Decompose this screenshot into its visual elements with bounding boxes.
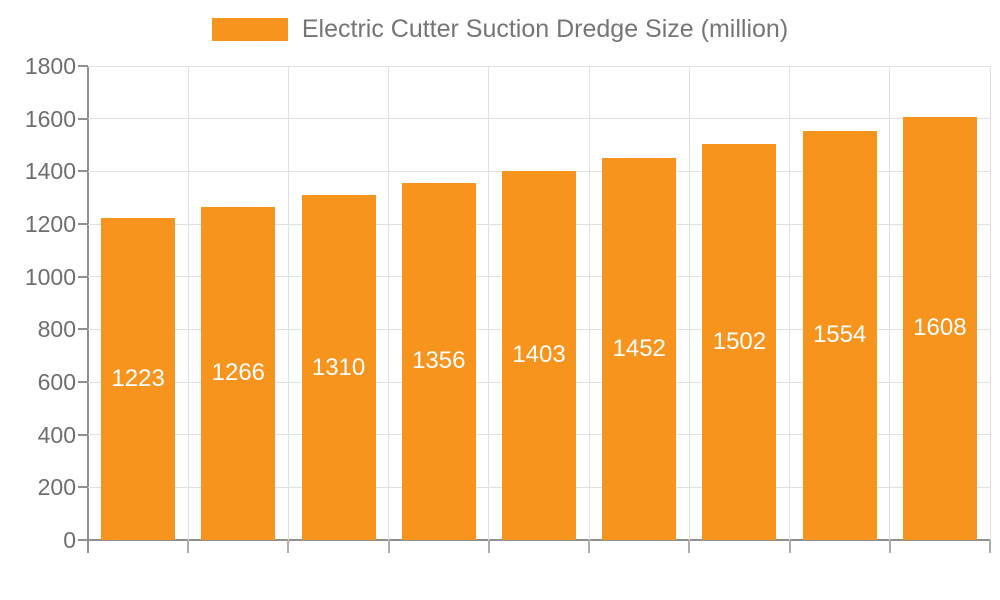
y-axis-tick xyxy=(78,328,88,331)
x-axis-tick xyxy=(588,540,591,553)
y-axis-tick xyxy=(78,117,88,120)
gridline-vertical xyxy=(889,66,891,540)
bar-value-label: 1608 xyxy=(913,314,967,342)
y-axis-tick xyxy=(78,486,88,489)
x-axis-tick xyxy=(87,540,89,553)
y-axis-label: 600 xyxy=(37,369,76,395)
bar-value-label: 1403 xyxy=(512,341,566,369)
x-axis-tick xyxy=(989,540,991,553)
y-axis-label: 1200 xyxy=(24,211,76,237)
gridline-horizontal xyxy=(88,65,990,67)
y-axis-tick xyxy=(78,381,88,383)
x-axis-tick xyxy=(888,540,891,553)
gridline-vertical xyxy=(989,66,991,540)
y-axis-label: 1000 xyxy=(24,263,76,290)
y-axis-label: 1600 xyxy=(24,105,76,132)
x-axis-tick xyxy=(487,540,490,553)
x-axis-tick xyxy=(688,540,691,553)
bar-value-label: 1554 xyxy=(812,321,867,349)
y-axis-label: 400 xyxy=(37,421,76,448)
y-axis-label: 800 xyxy=(37,316,76,343)
y-axis-label: 1400 xyxy=(24,158,76,185)
x-axis-tick xyxy=(788,540,791,553)
bar xyxy=(602,157,677,540)
legend-label: Electric Cutter Suction Dredge Size (mil… xyxy=(301,15,789,43)
legend-swatch xyxy=(211,17,288,41)
bar xyxy=(201,206,276,540)
gridline-vertical xyxy=(187,66,189,540)
y-axis-tick xyxy=(78,275,88,278)
bar-value-label: 1502 xyxy=(712,328,767,356)
y-axis-tick xyxy=(78,170,88,173)
gridline-vertical xyxy=(588,66,590,540)
y-axis-tick xyxy=(78,65,88,67)
x-axis-tick xyxy=(187,540,190,553)
y-axis-tick xyxy=(78,539,88,541)
bar xyxy=(702,144,777,540)
bar xyxy=(301,195,376,540)
bar-value-label: 1223 xyxy=(111,364,165,392)
plot-area: 0200400600800100012001400160018001223202… xyxy=(25,53,991,553)
y-axis-tick xyxy=(78,433,88,436)
bar xyxy=(902,116,977,540)
x-axis-tick xyxy=(287,540,290,553)
bar xyxy=(101,217,176,540)
bar xyxy=(802,130,877,540)
x-axis-line xyxy=(78,539,990,541)
y-axis-label: 0 xyxy=(63,527,76,553)
y-axis-line xyxy=(87,66,89,553)
legend[interactable]: Electric Cutter Suction Dredge Size (mil… xyxy=(0,15,1000,43)
bar-value-label: 1310 xyxy=(311,353,366,381)
bar-value-label: 1452 xyxy=(612,334,666,362)
gridline-vertical xyxy=(287,66,289,540)
bar-value-label: 1356 xyxy=(412,347,466,375)
gridline-horizontal xyxy=(88,118,990,120)
bar xyxy=(502,170,576,540)
y-axis-label: 200 xyxy=(37,474,76,501)
gridline-vertical xyxy=(789,66,791,540)
gridline-vertical xyxy=(688,66,690,540)
gridline-vertical xyxy=(488,66,490,540)
y-axis-label: 1800 xyxy=(24,53,76,79)
gridline-vertical xyxy=(388,66,390,540)
bar-value-label: 1266 xyxy=(211,359,266,387)
x-axis-tick xyxy=(387,540,390,553)
y-axis-tick xyxy=(78,223,88,225)
bar xyxy=(401,182,476,540)
